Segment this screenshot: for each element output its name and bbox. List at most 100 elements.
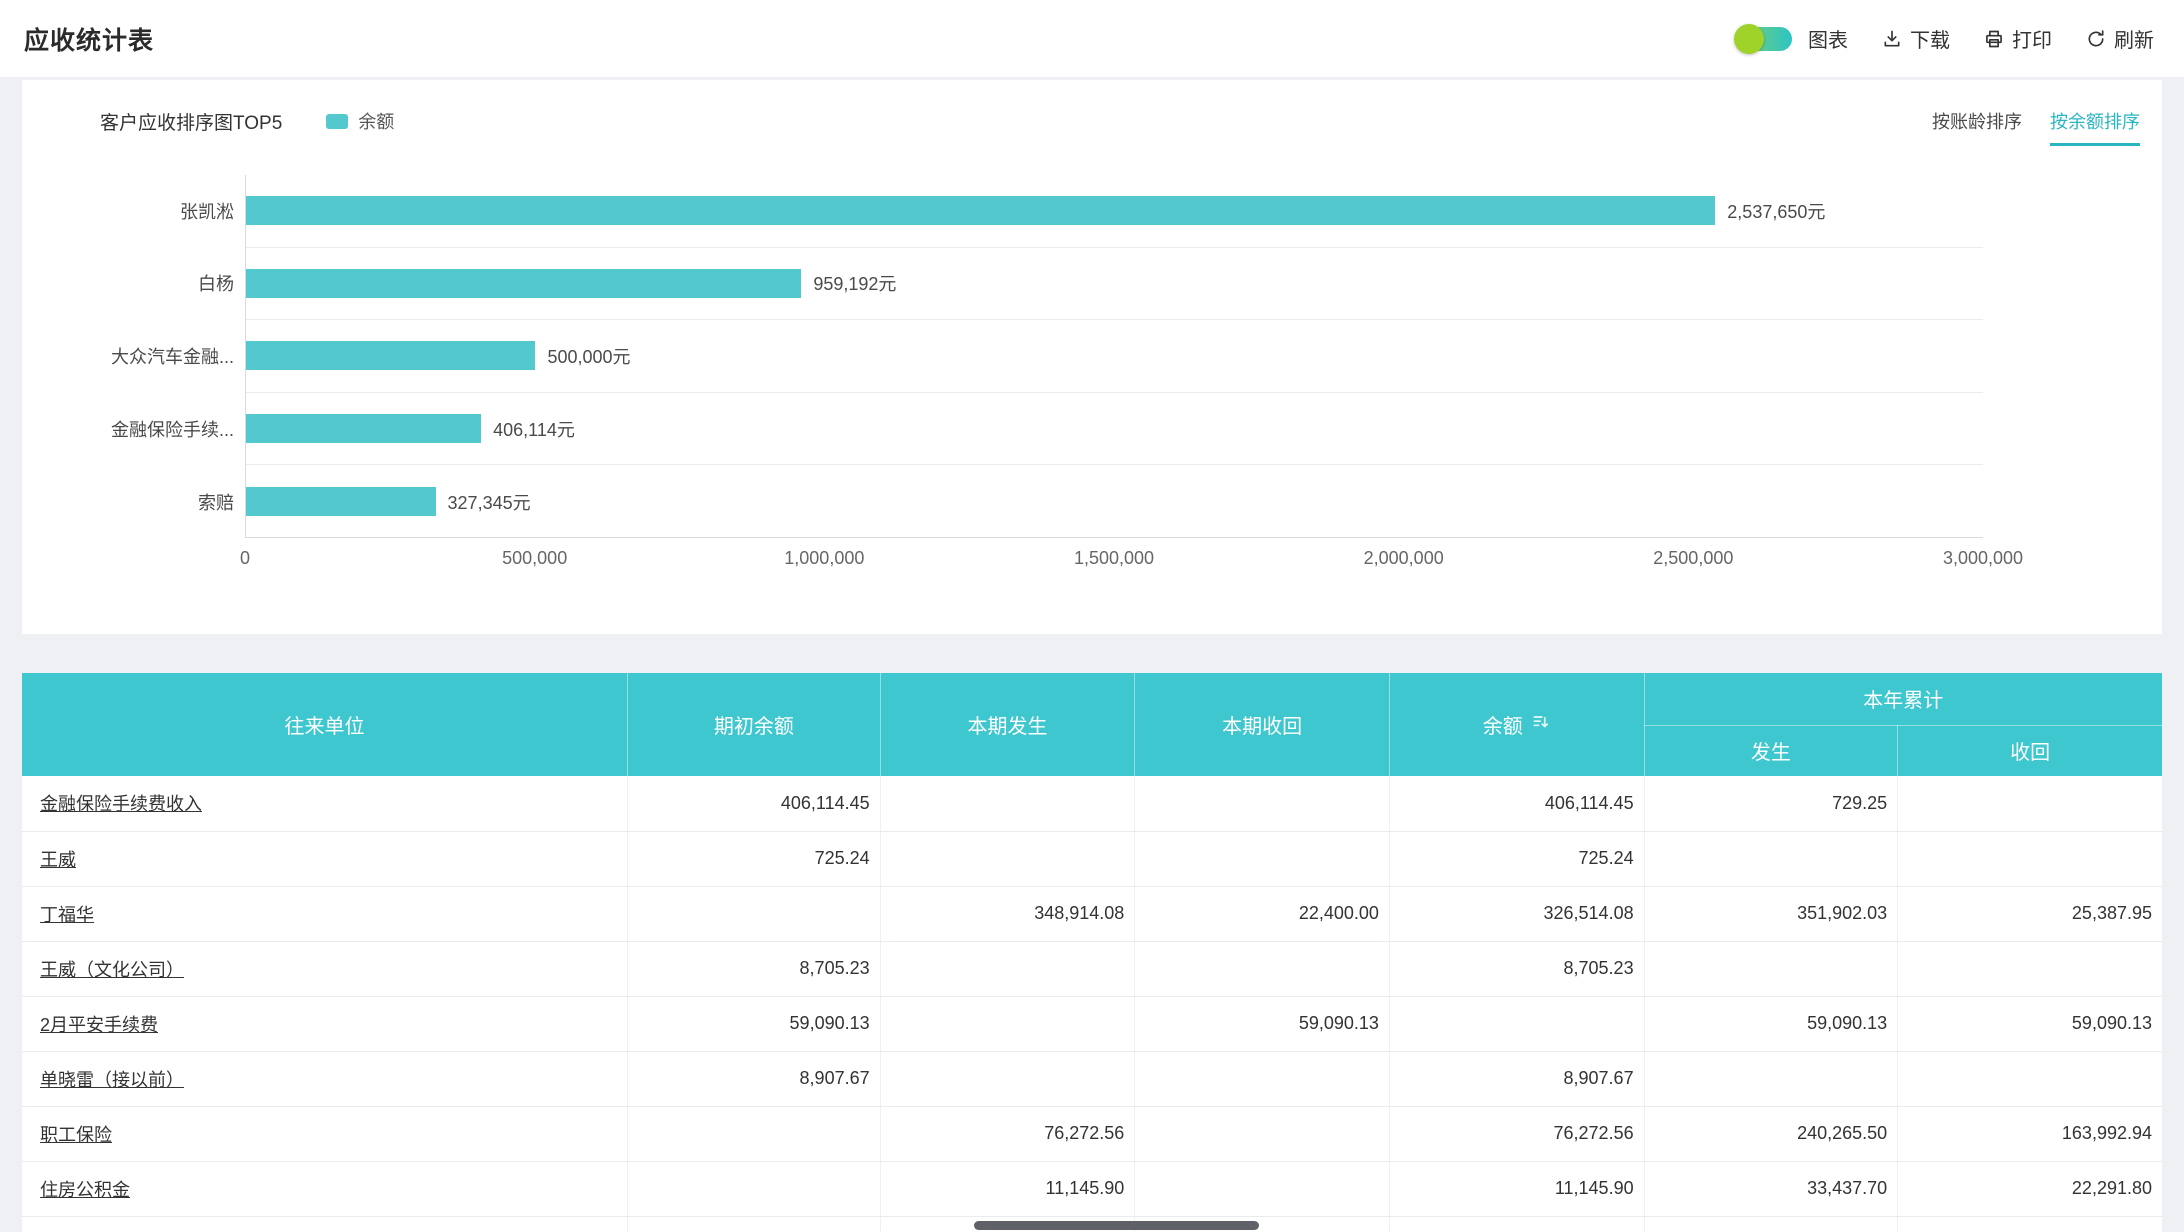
chart-band: 大众汽车金融... 500,000元 [111, 320, 1983, 393]
legend-label: 余额 [358, 112, 395, 132]
col-header-period-recovered: 本期收回 [1134, 673, 1390, 776]
chart-band: 张凯淞 2,537,650元 [180, 175, 1983, 248]
col-header-balance: 余额 [1388, 673, 1645, 776]
table-row: 职工保险 76,272.56 76,272.56 240,265.50 163,… [22, 1106, 2162, 1162]
table-row: 单晓雷（接以前） 8,907.67 8,907.67 [22, 1051, 2162, 1107]
cell-balance: 76,272.56 [1389, 1106, 1645, 1162]
cell-year-recovered: 22,291.80 [1897, 1161, 2162, 1217]
table-row: 住房公积金 11,145.90 11,145.90 33,437.70 22,2… [22, 1161, 2162, 1217]
cell-incurred: 76,272.56 [880, 1106, 1136, 1162]
col-header-period-incurred: 本期发生 [879, 673, 1135, 776]
chart-toggle[interactable] [1734, 23, 1792, 54]
receivables-table-card: 往来单位 期初余额 本期发生 本期收回 余额 [22, 673, 2162, 1232]
unit-link[interactable]: 丁福华 [40, 904, 94, 925]
table-row: 金融保险手续费收入 406,114.45 406,114.45 729.25 [22, 776, 2162, 832]
unit-link[interactable]: 单晓雷（接以前） [40, 1069, 184, 1090]
col-header-year-recovered: 收回 [1897, 725, 2162, 776]
chart-title: 客户应收排序图TOP5 [100, 113, 283, 134]
x-tick-label: 1,000,000 [784, 548, 865, 568]
cell-recovered [1134, 1106, 1390, 1162]
chart-band: 白杨 959,192元 [198, 248, 1983, 321]
refresh-button[interactable]: 刷新 [2086, 24, 2154, 53]
download-icon [1882, 29, 1902, 49]
table-row: 王威（文化公司） 8,705.23 8,705.23 [22, 941, 2162, 997]
unit-link[interactable]: 金融保险手续费收入 [40, 794, 202, 815]
legend-swatch-icon [326, 113, 349, 129]
x-tick-label: 1,500,000 [1073, 548, 1155, 568]
cell-balance: 725.24 [1389, 831, 1645, 887]
table-row: 2月平安手续费 59,090.13 59,090.13 59,090.13 59… [22, 996, 2162, 1052]
unit-link[interactable]: 2月平安手续费 [40, 1014, 159, 1035]
unit-link[interactable]: 住房公积金 [40, 1179, 130, 1200]
cell-year-recovered [1897, 831, 2162, 887]
chart-bar[interactable] [246, 268, 802, 298]
cell-year-incurred: 351,902.03 [1644, 886, 1899, 942]
cell-opening: 8,705.23 [627, 941, 881, 997]
bar-value-label: 500,000元 [547, 346, 631, 367]
cell-year-incurred: 59,090.13 [1644, 996, 1899, 1052]
print-button[interactable]: 打印 [1984, 24, 2052, 53]
cell-year-recovered [1897, 941, 2162, 997]
bar-value-label: 2,537,650元 [1727, 201, 1826, 222]
cell-opening [627, 1161, 881, 1217]
cell-year-recovered: 163,992.94 [1897, 1106, 2162, 1162]
bar-chart-plot: 张凯淞 2,537,650元 白杨 959,192元 大众汽车金融... 500… [111, 175, 1983, 538]
bar-value-label: 959,192元 [813, 274, 897, 295]
chart-toggle-label[interactable]: 图表 [1808, 30, 1848, 52]
cell-incurred [880, 831, 1136, 887]
download-button[interactable]: 下载 [1882, 24, 1950, 53]
cell-year-recovered: 59,090.13 [1897, 996, 2162, 1052]
horizontal-scrollbar-thumb[interactable] [974, 1221, 1259, 1230]
cell-incurred [880, 941, 1136, 997]
category-label: 大众汽车金融... [110, 346, 234, 367]
cell-incurred [880, 1051, 1136, 1107]
cell-recovered [1134, 1051, 1390, 1107]
unit-link[interactable]: 王威（文化公司） [40, 959, 184, 980]
chart-bar[interactable] [246, 341, 536, 371]
chart-bar[interactable] [246, 487, 436, 517]
tab-sort-by-aging[interactable]: 按账龄排序 [1932, 112, 2022, 132]
cell-opening [627, 1106, 881, 1162]
cell-recovered [1134, 776, 1390, 832]
cell-year-incurred: 729.25 [1644, 776, 1899, 832]
cell-year-incurred: 240,265.50 [1644, 1106, 1899, 1162]
chart-header: 客户应收排序图TOP5 余额 按账龄排序 按余额排序 [22, 80, 2162, 146]
cell-balance [1389, 996, 1645, 1052]
chart-band: 金融保险手续... 406,114元 [111, 393, 1983, 466]
cell-opening: 8,907.67 [627, 1051, 881, 1107]
category-label: 金融保险手续... [110, 419, 234, 440]
table-row-partial [22, 1216, 2162, 1232]
cell-year-incurred [1644, 831, 1899, 887]
cell-incurred: 11,145.90 [880, 1161, 1136, 1217]
cell-balance: 406,114.45 [1389, 776, 1645, 832]
cell-incurred: 348,914.08 [880, 886, 1136, 942]
cell-opening: 406,114.45 [627, 776, 881, 832]
x-tick-label: 3,000,000 [1942, 548, 2024, 568]
chart-toggle-knob [1734, 23, 1764, 54]
cell-recovered: 59,090.13 [1134, 996, 1390, 1052]
chart-bar[interactable] [246, 196, 1716, 226]
col-header-opening-balance: 期初余额 [627, 673, 881, 776]
tab-sort-by-balance[interactable]: 按余额排序 [2050, 108, 2140, 146]
cell-recovered: 22,400.00 [1134, 886, 1390, 942]
chart-legend: 余额 [326, 108, 394, 134]
cell-incurred [880, 776, 1136, 832]
unit-link[interactable]: 王威 [40, 849, 76, 870]
unit-link[interactable]: 职工保险 [40, 1124, 112, 1145]
receivables-table: 往来单位 期初余额 本期发生 本期收回 余额 [22, 673, 2162, 1232]
table-row: 王威 725.24 725.24 [22, 831, 2162, 887]
bar-value-label: 327,345元 [447, 492, 531, 513]
cell-recovered [1134, 941, 1390, 997]
cell-balance: 11,145.90 [1389, 1161, 1645, 1217]
cell-balance: 8,705.23 [1389, 941, 1645, 997]
chart-bar[interactable] [246, 414, 482, 444]
table-row: 丁福华 348,914.08 22,400.00 326,514.08 351,… [22, 886, 2162, 942]
x-tick-label: 500,000 [502, 548, 568, 568]
category-label: 索赔 [198, 492, 234, 513]
col-header-unit: 往来单位 [22, 673, 628, 776]
cell-balance: 8,907.67 [1389, 1051, 1645, 1107]
main-content: 客户应收排序图TOP5 余额 按账龄排序 按余额排序 张凯淞 2,537,650… [0, 77, 2184, 1232]
cell-recovered [1134, 1161, 1390, 1217]
cell-year-recovered [1897, 776, 2162, 832]
balance-sort-control[interactable]: 余额 [1483, 710, 1551, 739]
